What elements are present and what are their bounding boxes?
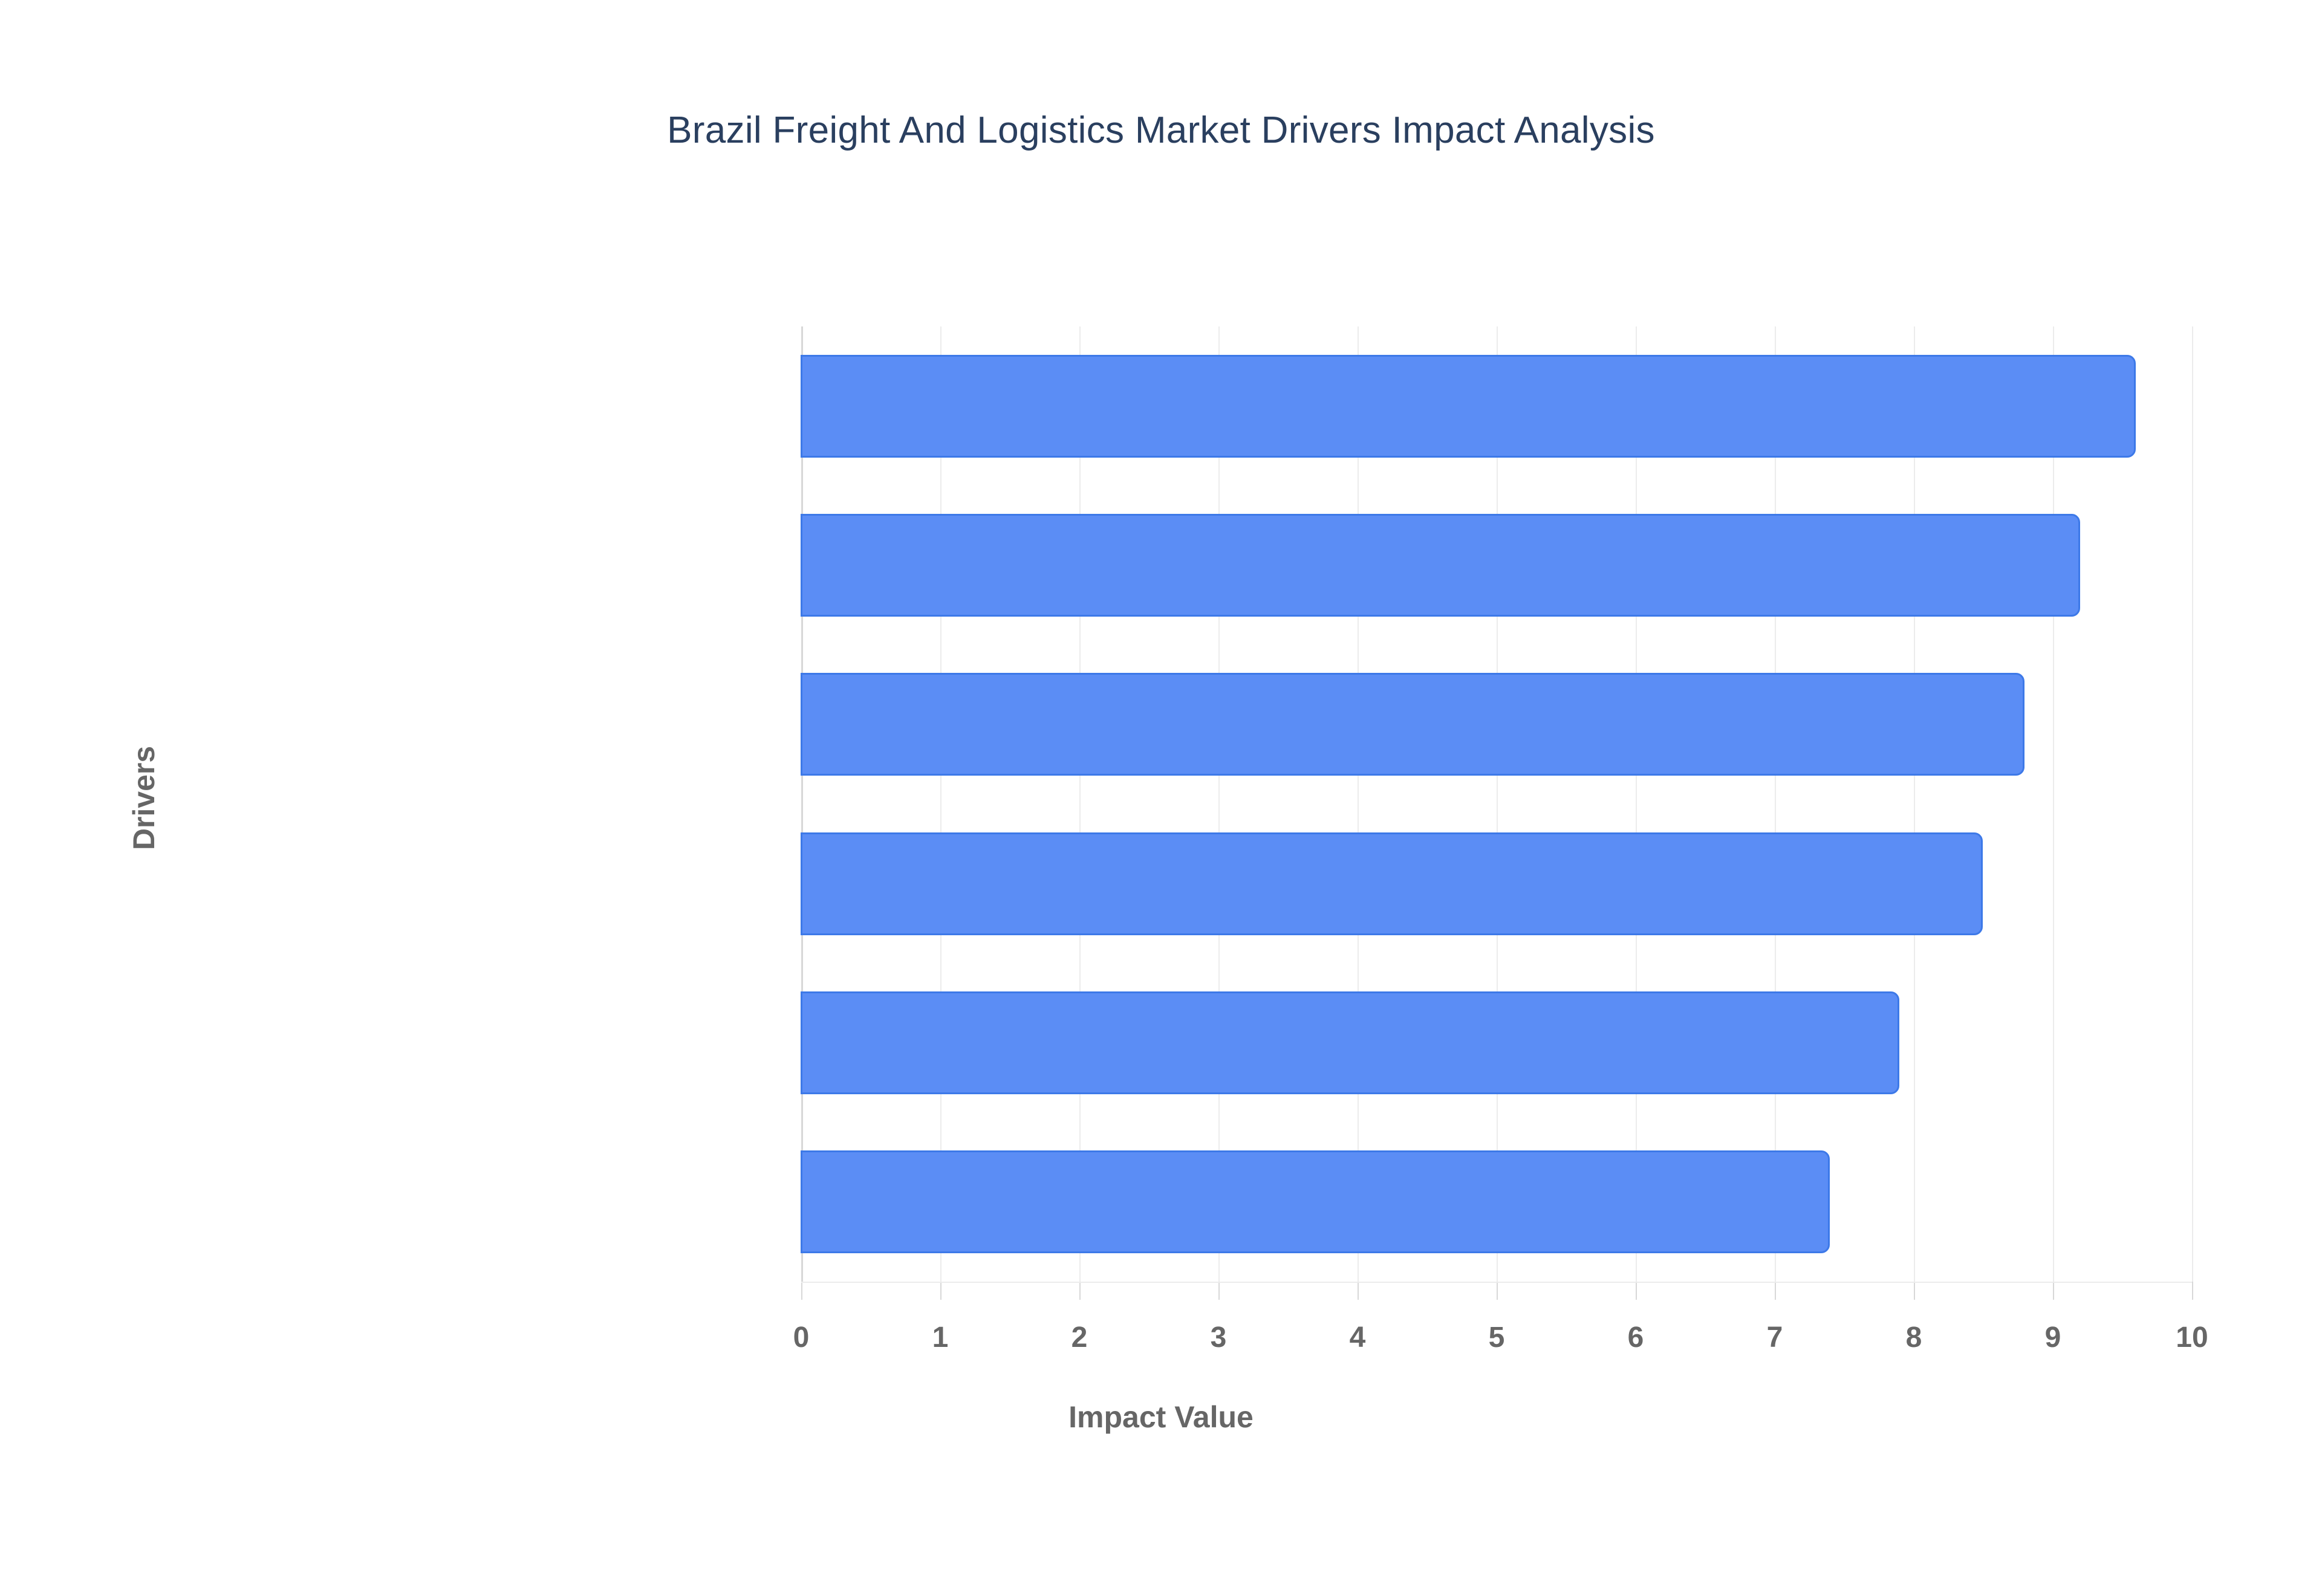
gridline-4 xyxy=(1358,326,1359,1282)
x-tick-label-3: 3 xyxy=(1210,1322,1227,1354)
x-tickmark-0 xyxy=(801,1282,802,1300)
bar-row xyxy=(801,645,2192,804)
x-tickmark-7 xyxy=(1775,1282,1776,1300)
x-tick-label-8: 8 xyxy=(1905,1322,1922,1354)
x-tick-label-6: 6 xyxy=(1627,1322,1644,1354)
bar-row xyxy=(801,963,2192,1122)
x-tick-label-1: 1 xyxy=(932,1322,949,1354)
plot-area: 0 1 2 3 4 5 6 7 8 9 10 xyxy=(793,326,2208,1354)
x-tickmark-3 xyxy=(1218,1282,1220,1300)
x-tick-label-9: 9 xyxy=(2044,1322,2061,1354)
x-tickmark-1 xyxy=(940,1282,941,1300)
x-tickmark-6 xyxy=(1636,1282,1637,1300)
bar-row xyxy=(801,804,2192,963)
bar[interactable] xyxy=(801,673,2024,776)
x-tickmark-2 xyxy=(1079,1282,1081,1300)
gridline-5 xyxy=(1497,326,1498,1282)
gridline-1 xyxy=(940,326,941,1282)
gridline-10 xyxy=(2192,326,2193,1282)
bar-row xyxy=(801,1123,2192,1282)
x-axis-title: Impact Value xyxy=(1068,1400,1254,1434)
x-tick-label-2: 2 xyxy=(1071,1322,1088,1354)
bar[interactable] xyxy=(801,832,1983,935)
x-tick-label-0: 0 xyxy=(793,1322,810,1354)
bar[interactable] xyxy=(801,1150,1830,1254)
bar[interactable] xyxy=(801,354,2136,458)
gridline-6 xyxy=(1636,326,1637,1282)
gridline-8 xyxy=(1914,326,1915,1282)
page-title: Brazil Freight And Logistics Market Driv… xyxy=(667,109,1655,151)
gridline-0 xyxy=(801,326,803,1282)
x-tickmark-9 xyxy=(2053,1282,2054,1300)
gridline-3 xyxy=(1218,326,1220,1282)
bar[interactable] xyxy=(801,513,2080,617)
x-tick-label-10: 10 xyxy=(2176,1322,2208,1354)
x-tick-label-7: 7 xyxy=(1766,1322,1783,1354)
x-axis-baseline xyxy=(801,1282,2192,1283)
y-axis-title: Drivers xyxy=(127,745,161,851)
gridline-9 xyxy=(2053,326,2054,1282)
gridline-2 xyxy=(1079,326,1081,1282)
x-tick-label-4: 4 xyxy=(1349,1322,1366,1354)
x-tickmark-4 xyxy=(1358,1282,1359,1300)
bar-row xyxy=(801,326,2192,485)
bar[interactable] xyxy=(801,991,1899,1094)
x-tickmark-5 xyxy=(1497,1282,1498,1300)
x-tickmark-8 xyxy=(1914,1282,1915,1300)
bar-row xyxy=(801,485,2192,644)
x-tick-label-5: 5 xyxy=(1488,1322,1505,1354)
x-tickmark-10 xyxy=(2192,1282,2193,1300)
gridline-7 xyxy=(1775,326,1776,1282)
